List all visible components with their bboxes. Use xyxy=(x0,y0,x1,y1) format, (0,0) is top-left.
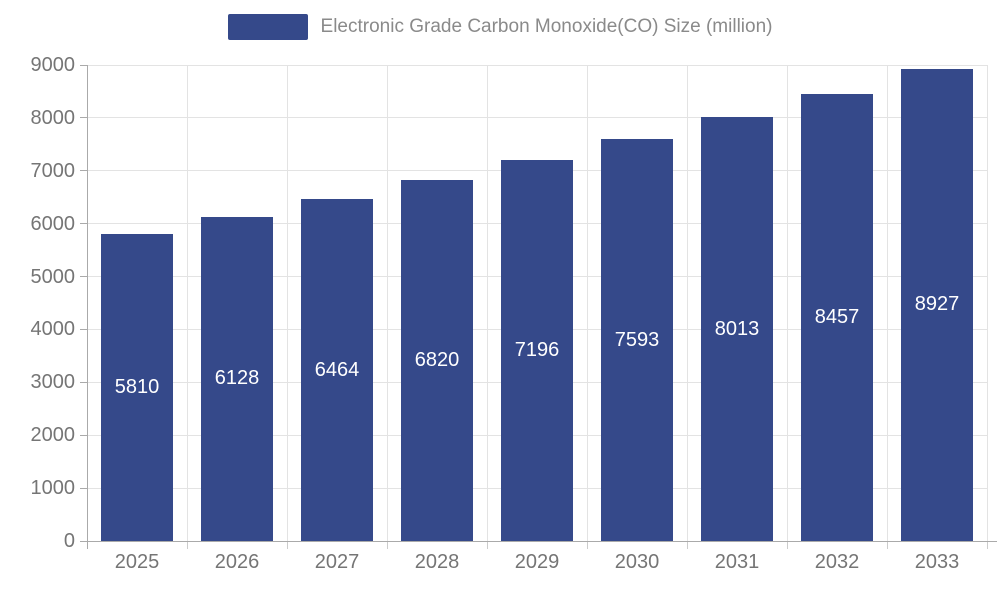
legend: Electronic Grade Carbon Monoxide(CO) Siz… xyxy=(0,14,1000,40)
y-axis-tick xyxy=(80,64,87,66)
gridline-vertical xyxy=(186,65,188,541)
plot-area: 0 1000 2000 3000 4000 5000 6000 7000 8000 9000 581… xyxy=(31,55,997,573)
bar-value-label: 6128 xyxy=(214,367,260,390)
y-axis-tick xyxy=(80,487,87,489)
y-axis-label: 6000 xyxy=(30,212,76,235)
bar-value-label: 8457 xyxy=(814,305,860,328)
x-axis-label: 2028 xyxy=(414,551,460,573)
bar-value-label: 7593 xyxy=(614,328,660,351)
y-axis-label: 1000 xyxy=(30,477,76,500)
bar-value-label: 5810 xyxy=(114,375,160,398)
gridline-vertical xyxy=(486,65,488,541)
x-axis-tick xyxy=(286,541,288,549)
bar[interactable]: 8013 xyxy=(701,117,773,541)
x-axis-label: 2030 xyxy=(614,551,660,573)
bar[interactable]: 6464 xyxy=(301,199,373,541)
y-axis-tick xyxy=(80,170,87,172)
y-axis-tick xyxy=(80,381,87,383)
bar-value-label: 6820 xyxy=(414,349,460,372)
gridline-vertical xyxy=(386,65,388,541)
x-axis-tick xyxy=(886,541,888,549)
bar-value-label: 8927 xyxy=(914,293,960,316)
x-axis-label: 2025 xyxy=(114,551,160,573)
y-axis-tick xyxy=(80,540,87,542)
x-axis-tick xyxy=(786,541,788,549)
bar[interactable]: 6128 xyxy=(201,216,273,541)
x-axis-label: 2029 xyxy=(514,551,560,573)
y-axis-label: 3000 xyxy=(30,371,76,394)
bar-value-label: 7196 xyxy=(514,339,560,362)
x-axis-label: 2033 xyxy=(914,551,960,573)
gridline-vertical xyxy=(586,65,588,541)
x-axis-label: 2026 xyxy=(214,551,260,573)
bar[interactable]: 8927 xyxy=(901,68,973,541)
y-axis-label: 7000 xyxy=(30,159,76,182)
x-axis-tick xyxy=(486,541,488,549)
x-axis-tick xyxy=(386,541,388,549)
y-axis-label: 2000 xyxy=(30,424,76,447)
y-axis-tick xyxy=(80,328,87,330)
y-axis-label: 5000 xyxy=(30,265,76,288)
gridline-vertical xyxy=(886,65,888,541)
gridline-vertical xyxy=(986,65,988,541)
bar-value-label: 8013 xyxy=(714,317,760,340)
y-axis-tick xyxy=(80,276,87,278)
gridline-vertical xyxy=(786,65,788,541)
x-axis-line xyxy=(87,541,997,542)
y-axis-tick xyxy=(80,117,87,119)
y-axis-label: 9000 xyxy=(30,54,76,76)
y-axis-tick xyxy=(80,434,87,436)
y-axis-label: 8000 xyxy=(30,106,76,129)
bar[interactable]: 5810 xyxy=(101,233,173,541)
y-axis-tick xyxy=(80,223,87,225)
x-axis-label: 2027 xyxy=(314,551,360,573)
y-axis-line xyxy=(87,65,88,548)
x-axis-tick xyxy=(686,541,688,549)
x-axis-tick xyxy=(586,541,588,549)
y-axis-label: 4000 xyxy=(30,318,76,341)
bar[interactable]: 6820 xyxy=(401,180,473,541)
x-axis-tick xyxy=(186,541,188,549)
gridline-vertical xyxy=(286,65,288,541)
x-axis-label: 2031 xyxy=(714,551,760,573)
gridline-horizontal xyxy=(87,64,987,66)
x-axis-label: 2032 xyxy=(814,551,860,573)
gridline-horizontal xyxy=(87,117,987,119)
bar[interactable]: 7593 xyxy=(601,139,673,541)
bar[interactable]: 8457 xyxy=(801,93,873,541)
y-axis-label: 0 xyxy=(63,530,75,552)
gridline-vertical xyxy=(686,65,688,541)
x-axis-tick xyxy=(986,541,988,549)
bar-value-label: 6464 xyxy=(314,358,360,381)
legend-item[interactable]: Electronic Grade Carbon Monoxide(CO) Siz… xyxy=(227,14,773,40)
legend-swatch xyxy=(227,14,308,40)
legend-label: Electronic Grade Carbon Monoxide(CO) Siz… xyxy=(320,16,773,37)
bar[interactable]: 7196 xyxy=(501,160,573,541)
